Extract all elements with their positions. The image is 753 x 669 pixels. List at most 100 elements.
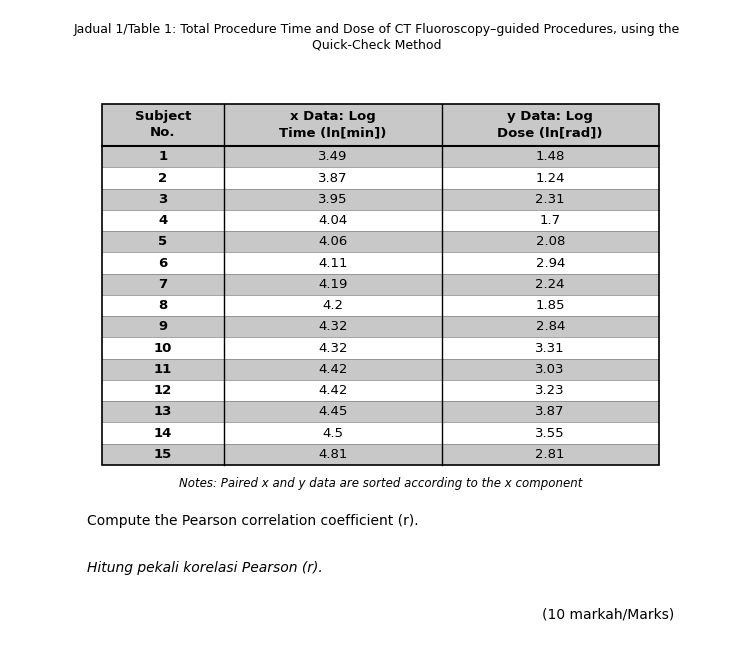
Bar <box>441 295 659 316</box>
Text: 2.24: 2.24 <box>535 278 565 291</box>
Bar <box>224 274 441 295</box>
Text: 3.49: 3.49 <box>319 151 348 163</box>
Bar <box>102 274 224 295</box>
Text: 3.03: 3.03 <box>535 363 565 376</box>
Text: x Data: Log
Time (ln[min]): x Data: Log Time (ln[min]) <box>279 110 386 139</box>
Text: 10: 10 <box>154 342 172 355</box>
Bar <box>224 380 441 401</box>
Text: 13: 13 <box>154 405 172 418</box>
Bar <box>224 337 441 359</box>
Bar <box>102 104 224 147</box>
Text: 2.84: 2.84 <box>535 320 565 333</box>
Bar <box>441 210 659 231</box>
Text: Quick-Check Method: Quick-Check Method <box>312 39 441 52</box>
Bar <box>441 104 659 147</box>
Text: 4.32: 4.32 <box>319 342 348 355</box>
Text: 1.85: 1.85 <box>535 299 565 312</box>
Text: 1.24: 1.24 <box>535 171 565 185</box>
Text: 4.06: 4.06 <box>319 235 348 248</box>
Bar <box>102 444 224 465</box>
Bar <box>102 422 224 444</box>
Text: 2.08: 2.08 <box>535 235 565 248</box>
Bar <box>224 444 441 465</box>
Text: 7: 7 <box>158 278 167 291</box>
Text: 11: 11 <box>154 363 172 376</box>
Text: 8: 8 <box>158 299 168 312</box>
Bar <box>441 274 659 295</box>
Text: Compute the Pearson correlation coefficient (r).: Compute the Pearson correlation coeffici… <box>87 514 418 528</box>
Bar <box>102 210 224 231</box>
Text: 3: 3 <box>158 193 168 206</box>
Text: 5: 5 <box>158 235 167 248</box>
Text: 2.31: 2.31 <box>535 193 565 206</box>
Bar <box>224 147 441 167</box>
Bar <box>224 422 441 444</box>
Bar <box>224 167 441 189</box>
Bar <box>102 316 224 337</box>
Text: 2.81: 2.81 <box>535 448 565 461</box>
Bar <box>224 295 441 316</box>
Text: 4.42: 4.42 <box>319 384 348 397</box>
Text: Jadual 1/Table 1: Total Procedure Time and Dose of CT Fluoroscopy–guided Procedu: Jadual 1/Table 1: Total Procedure Time a… <box>73 23 680 36</box>
Text: 9: 9 <box>158 320 167 333</box>
Text: 1.48: 1.48 <box>535 151 565 163</box>
Bar <box>102 231 224 252</box>
Text: Notes: Paired x and y data are sorted according to the x component: Notes: Paired x and y data are sorted ac… <box>178 477 582 490</box>
Text: y Data: Log
Dose (ln[rad]): y Data: Log Dose (ln[rad]) <box>498 110 603 139</box>
Text: 4.5: 4.5 <box>322 427 343 440</box>
Text: 4.42: 4.42 <box>319 363 348 376</box>
Bar <box>224 231 441 252</box>
Bar <box>441 359 659 380</box>
Text: 4.45: 4.45 <box>319 405 348 418</box>
Bar <box>224 104 441 147</box>
Text: 4.11: 4.11 <box>319 257 348 270</box>
Bar <box>441 252 659 274</box>
Text: 14: 14 <box>154 427 172 440</box>
Text: 2.94: 2.94 <box>535 257 565 270</box>
Bar <box>441 401 659 422</box>
Text: 3.31: 3.31 <box>535 342 565 355</box>
Bar <box>224 316 441 337</box>
Text: 4.32: 4.32 <box>319 320 348 333</box>
Bar <box>441 337 659 359</box>
Text: 12: 12 <box>154 384 172 397</box>
Bar <box>441 444 659 465</box>
Bar <box>102 380 224 401</box>
Bar <box>102 401 224 422</box>
Bar <box>441 231 659 252</box>
Bar <box>102 104 659 465</box>
Bar <box>224 401 441 422</box>
Bar <box>224 189 441 210</box>
Text: Subject
No.: Subject No. <box>135 110 191 139</box>
Bar <box>102 147 224 167</box>
Bar <box>441 422 659 444</box>
Text: 4: 4 <box>158 214 168 227</box>
Text: Hitung pekali korelasi Pearson (r).: Hitung pekali korelasi Pearson (r). <box>87 561 322 575</box>
Text: 3.87: 3.87 <box>319 171 348 185</box>
Bar <box>102 167 224 189</box>
Text: 1.7: 1.7 <box>540 214 561 227</box>
Text: (10 markah/Marks): (10 markah/Marks) <box>541 607 674 622</box>
Text: 6: 6 <box>158 257 168 270</box>
Text: 4.04: 4.04 <box>319 214 348 227</box>
Text: 3.55: 3.55 <box>535 427 565 440</box>
Bar <box>441 316 659 337</box>
Bar <box>441 147 659 167</box>
Bar <box>102 252 224 274</box>
Text: 3.23: 3.23 <box>535 384 565 397</box>
Text: 3.95: 3.95 <box>319 193 348 206</box>
Bar <box>441 167 659 189</box>
Text: 15: 15 <box>154 448 172 461</box>
Bar <box>224 252 441 274</box>
Bar <box>224 359 441 380</box>
Text: 4.19: 4.19 <box>319 278 348 291</box>
Bar <box>102 337 224 359</box>
Text: 1: 1 <box>158 151 167 163</box>
Text: 2: 2 <box>158 171 167 185</box>
Bar <box>224 210 441 231</box>
Bar <box>441 380 659 401</box>
Bar <box>102 295 224 316</box>
Bar <box>102 189 224 210</box>
Bar <box>102 359 224 380</box>
Bar <box>441 189 659 210</box>
